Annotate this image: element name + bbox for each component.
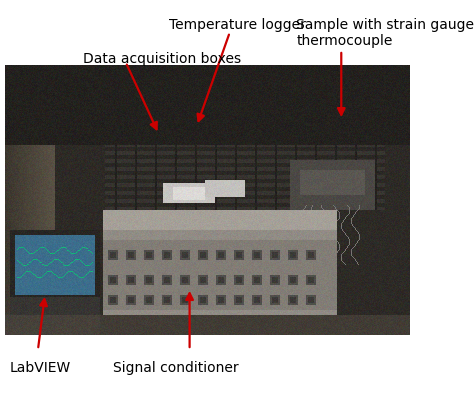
Text: Data acquisition boxes: Data acquisition boxes — [83, 52, 241, 66]
Text: Temperature logger: Temperature logger — [169, 18, 305, 32]
Text: Sample with strain gauge and
thermocouple: Sample with strain gauge and thermocoupl… — [296, 18, 474, 48]
Text: LabVIEW: LabVIEW — [9, 361, 71, 375]
Text: Signal conditioner: Signal conditioner — [112, 361, 238, 375]
